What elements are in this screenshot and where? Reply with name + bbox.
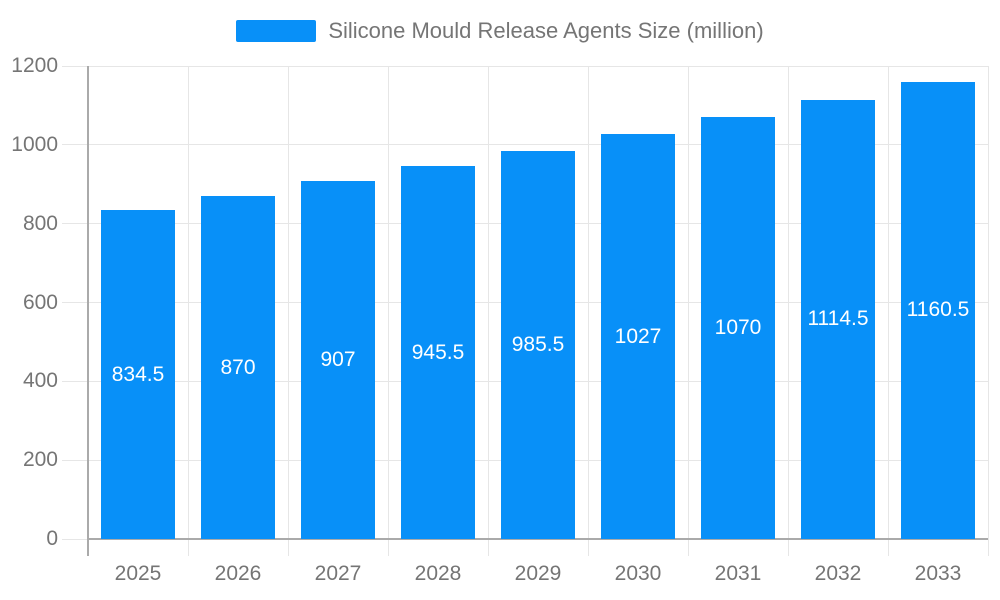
y-axis-tick (62, 459, 88, 461)
bar-value-label: 1114.5 (807, 307, 869, 331)
bar[interactable] (501, 150, 575, 539)
x-axis-tick (187, 539, 189, 556)
x-tick-label: 2028 (414, 562, 462, 585)
chart-legend[interactable]: Silicone Mould Release Agents Size (mill… (0, 18, 1000, 44)
y-tick-label: 0 (46, 527, 58, 550)
y-axis-tick (62, 223, 88, 225)
bar[interactable] (401, 166, 475, 539)
gridline-vertical (487, 66, 489, 539)
x-tick-label: 2029 (514, 562, 562, 585)
bar[interactable] (301, 181, 375, 539)
y-tick-label: 1200 (11, 54, 58, 77)
y-axis-tick (62, 302, 88, 303)
x-axis-tick (587, 539, 589, 556)
gridline-horizontal (88, 65, 988, 67)
x-axis-tick (787, 539, 789, 556)
bar[interactable] (601, 134, 675, 539)
legend-label: Silicone Mould Release Agents Size (mill… (328, 18, 764, 43)
y-axis-tick (62, 380, 88, 382)
bar-value-label: 1160.5 (906, 298, 970, 322)
gridline-vertical (187, 66, 189, 539)
x-tick-label: 2027 (314, 562, 362, 585)
bar-value-label: 985.5 (511, 332, 565, 356)
gridline-vertical (987, 66, 989, 539)
x-axis-line (88, 538, 988, 540)
y-tick-label: 400 (22, 369, 58, 393)
y-axis-line (87, 66, 89, 556)
bar-value-label: 1070 (714, 316, 762, 340)
gridline-vertical (687, 66, 689, 539)
bar-value-label: 834.5 (111, 362, 165, 386)
bar-value-label: 945.5 (411, 340, 465, 364)
bar[interactable] (701, 117, 775, 539)
x-tick-label: 2026 (214, 562, 262, 585)
x-tick-label: 2030 (614, 562, 662, 585)
x-axis-tick (887, 539, 889, 556)
x-axis-tick (987, 539, 989, 556)
gridline-vertical (587, 66, 589, 539)
bar[interactable] (901, 81, 975, 539)
y-tick-label: 200 (22, 448, 58, 472)
legend-swatch (236, 20, 317, 42)
y-axis-tick (62, 65, 88, 67)
x-tick-label: 2031 (714, 562, 762, 585)
y-tick-label: 1000 (11, 132, 58, 156)
x-tick-label: 2033 (914, 562, 962, 585)
gridline-vertical (887, 66, 889, 539)
y-tick-label: 600 (22, 290, 58, 314)
bar[interactable] (101, 210, 175, 539)
bar-value-label: 870 (220, 355, 256, 379)
x-tick-label: 2025 (114, 562, 162, 585)
y-tick-label: 800 (22, 211, 58, 235)
x-tick-label: 2032 (814, 562, 862, 585)
x-axis-tick (487, 539, 489, 556)
bar[interactable] (801, 99, 875, 539)
x-axis-tick (387, 539, 389, 556)
gridline-vertical (787, 66, 789, 539)
x-axis-tick (287, 539, 289, 556)
gridline-horizontal (88, 144, 988, 146)
gridline-vertical (387, 66, 389, 539)
y-axis-tick (62, 538, 88, 540)
y-axis-tick (62, 144, 88, 146)
x-axis-tick (687, 539, 689, 556)
gridline-vertical (287, 66, 289, 539)
bar[interactable] (201, 196, 275, 539)
bar-value-label: 907 (320, 348, 356, 372)
bar-value-label: 1027 (614, 324, 662, 348)
